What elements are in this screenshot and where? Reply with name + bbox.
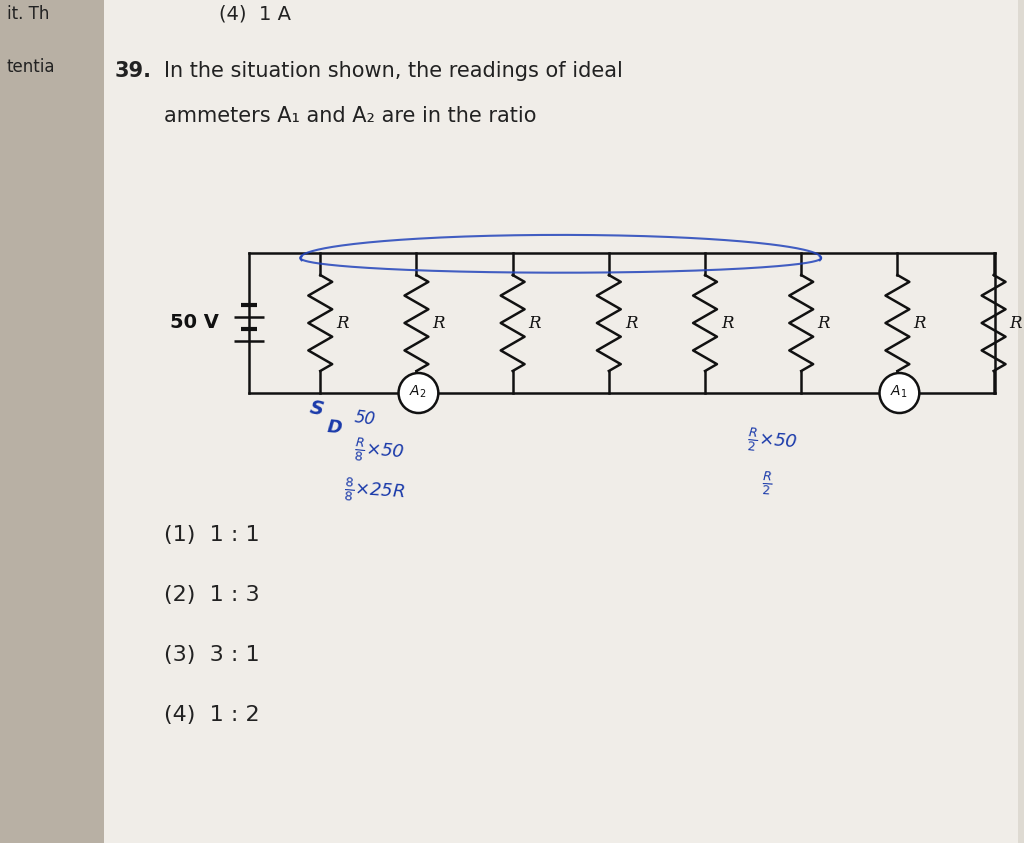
Circle shape xyxy=(880,373,920,413)
Text: it. Th: it. Th xyxy=(7,5,49,23)
Text: $\frac{8}{8}$×25R: $\frac{8}{8}$×25R xyxy=(343,475,406,507)
Text: 50: 50 xyxy=(353,408,377,429)
Text: (4)  1 : 2: (4) 1 : 2 xyxy=(164,705,260,725)
Text: In the situation shown, the readings of ideal: In the situation shown, the readings of … xyxy=(164,61,623,81)
Text: D: D xyxy=(327,418,343,437)
Text: (3)  3 : 1: (3) 3 : 1 xyxy=(164,645,260,665)
Text: R: R xyxy=(913,314,926,331)
Circle shape xyxy=(398,373,438,413)
Text: R: R xyxy=(336,314,349,331)
Bar xyxy=(104,0,1019,843)
Text: R: R xyxy=(817,314,829,331)
Text: (2)  1 : 3: (2) 1 : 3 xyxy=(164,585,260,605)
Text: $A_1$: $A_1$ xyxy=(890,384,907,400)
Text: $\frac{R}{8}$×50: $\frac{R}{8}$×50 xyxy=(353,435,406,467)
Text: tentia: tentia xyxy=(7,58,55,76)
Text: $\frac{R}{2}$: $\frac{R}{2}$ xyxy=(761,469,773,497)
Text: (1)  1 : 1: (1) 1 : 1 xyxy=(164,525,260,545)
Text: $A_2$: $A_2$ xyxy=(409,384,426,400)
Text: R: R xyxy=(432,314,444,331)
Bar xyxy=(0,0,104,843)
Text: R: R xyxy=(721,314,733,331)
Text: (4)  1 A: (4) 1 A xyxy=(219,5,291,24)
Text: $\frac{R}{2}$×50: $\frac{R}{2}$×50 xyxy=(745,425,799,457)
Text: S: S xyxy=(308,398,326,419)
Text: R: R xyxy=(625,314,637,331)
Text: 39.: 39. xyxy=(115,61,152,81)
Text: ammeters A₁ and A₂ are in the ratio: ammeters A₁ and A₂ are in the ratio xyxy=(164,106,537,126)
Text: R: R xyxy=(528,314,541,331)
Text: R: R xyxy=(1010,314,1022,331)
Text: 50 V: 50 V xyxy=(170,314,218,332)
